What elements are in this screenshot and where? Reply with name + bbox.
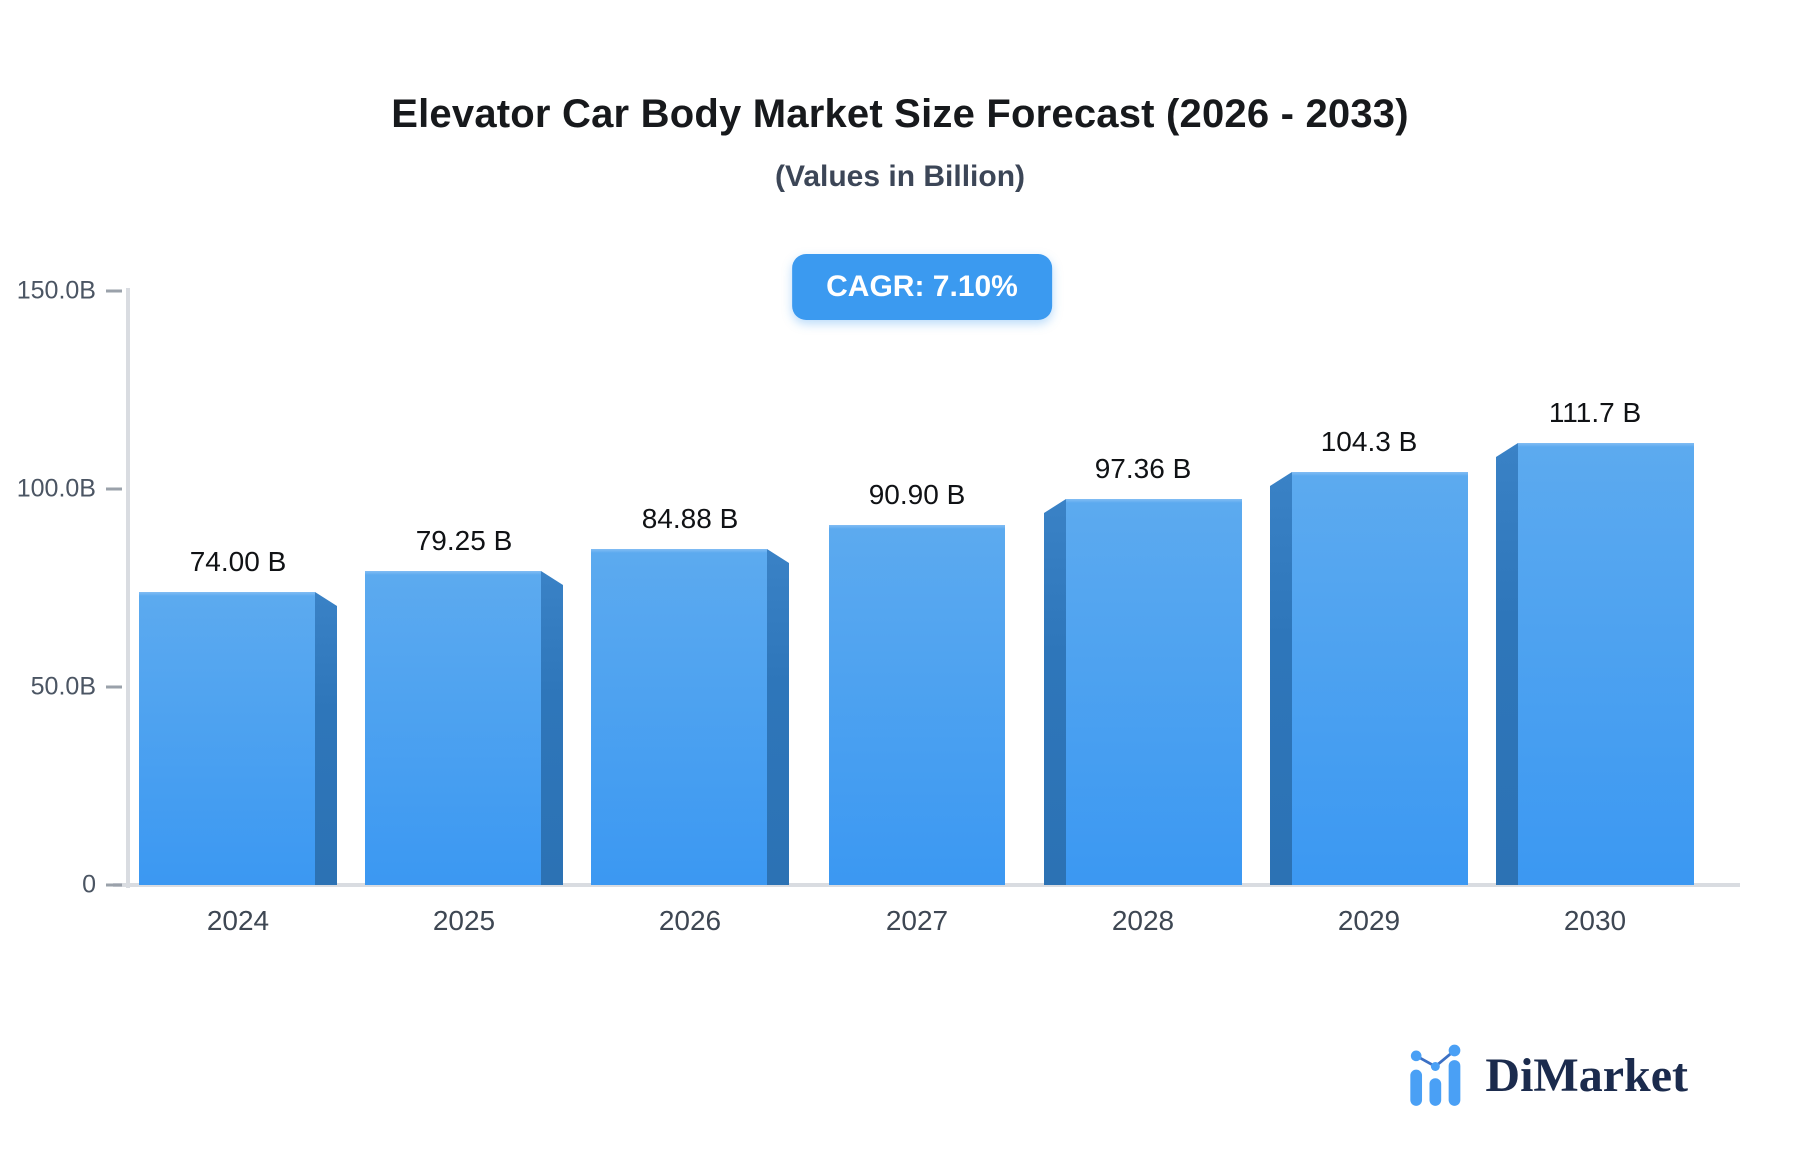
bar-face (1518, 443, 1694, 885)
bar-slot-2027 (818, 525, 1016, 885)
y-tick: 0 (0, 871, 122, 900)
y-tick-label: 0 (82, 870, 96, 899)
bar-value-label: 97.36 B (1094, 453, 1192, 484)
x-category-label: 2029 (1337, 905, 1401, 936)
y-axis-line (126, 288, 130, 888)
bar-side-face (1496, 443, 1518, 885)
bar-side-face (315, 592, 337, 885)
y-tick-label: 50.0B (30, 672, 96, 701)
x-category-label: 2025 (432, 905, 496, 936)
bar-face (1292, 472, 1468, 885)
x-category-label: 2028 (1111, 905, 1175, 936)
bar-slot-2026 (591, 549, 789, 885)
x-category-label: 2030 (1563, 905, 1627, 936)
bar-slot-2025 (365, 571, 563, 885)
dimarket-bar-chart-logo-icon (1410, 1044, 1461, 1106)
y-tick: 100.0B (0, 475, 122, 504)
x-axis-baseline (113, 883, 1740, 887)
y-tick-mark (106, 883, 122, 887)
brand-name: DiMarket (1485, 1048, 1688, 1102)
bar-face (365, 571, 541, 885)
brand-logo: DiMarket (1405, 1042, 1688, 1108)
cagr-badge: CAGR: 7.10% (792, 254, 1052, 320)
bar-face (591, 549, 767, 885)
bar-value-label: 111.7 B (1548, 397, 1642, 428)
y-tick-mark (106, 289, 122, 293)
x-category-label: 2024 (206, 905, 270, 936)
chart-subtitle: (Values in Billion) (774, 160, 1026, 193)
bar-face (139, 592, 315, 885)
bar-value-label: 79.25 B (415, 525, 513, 556)
bar-value-label: 90.90 B (868, 479, 966, 510)
y-tick-label: 100.0B (16, 474, 96, 503)
bar-slot-2024 (139, 592, 337, 885)
chart-title: Elevator Car Body Market Size Forecast (… (391, 92, 1409, 136)
y-tick-mark (106, 685, 122, 689)
y-tick-mark (106, 487, 122, 491)
x-category-label: 2026 (658, 905, 722, 936)
y-tick: 50.0B (0, 673, 122, 702)
bar-side-face (1270, 472, 1292, 885)
bar-value-label: 104.3 B (1320, 426, 1418, 457)
y-tick-label: 150.0B (16, 276, 96, 305)
y-tick: 150.0B (0, 277, 122, 306)
x-category-label: 2027 (885, 905, 949, 936)
bar-slot-2028 (1044, 499, 1242, 885)
bar-side-face (541, 571, 563, 885)
bar-side-face (767, 549, 789, 885)
bar-face (1066, 499, 1242, 885)
bar-side-face (1044, 499, 1066, 885)
bar-value-label: 84.88 B (641, 503, 739, 534)
bar-slot-2030 (1496, 443, 1694, 885)
bar-slot-2029 (1270, 472, 1468, 885)
bar-face (829, 525, 1005, 885)
bar-value-label: 74.00 B (189, 546, 287, 577)
